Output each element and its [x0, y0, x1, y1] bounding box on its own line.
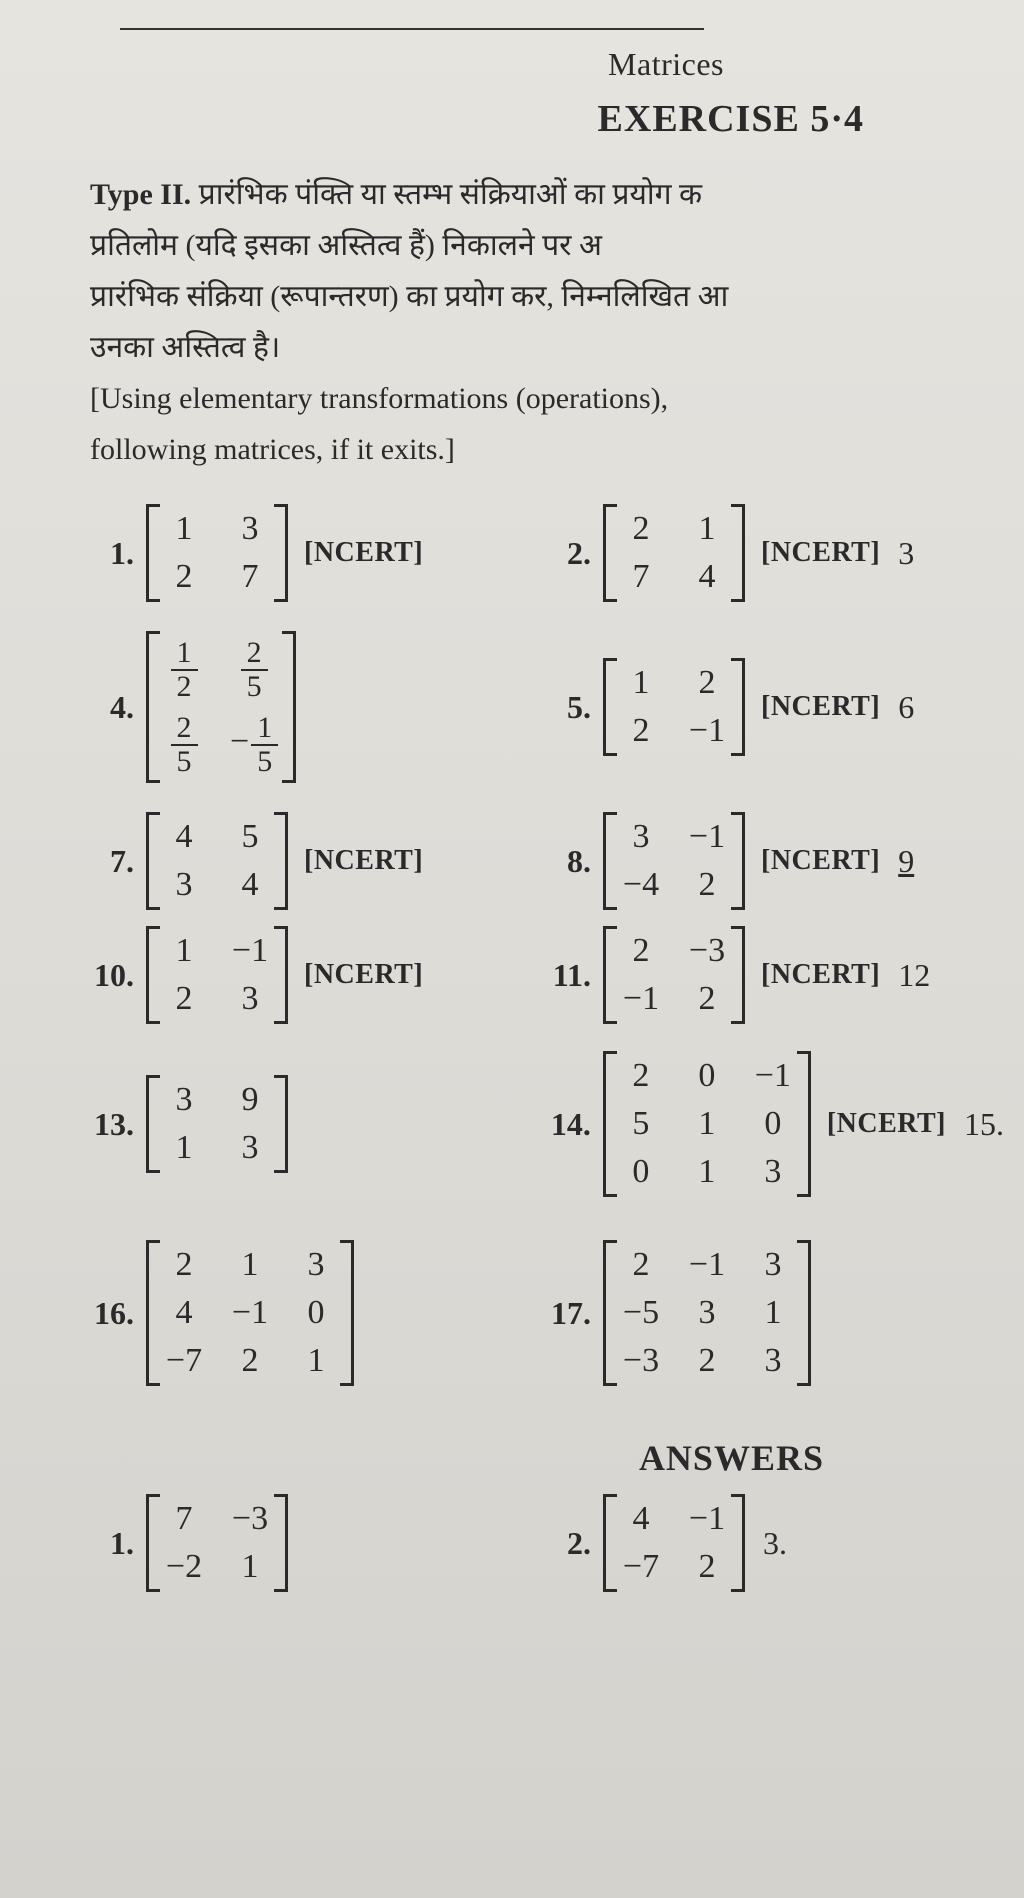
- problem-1: 1. 1327 [NCERT]: [90, 504, 547, 602]
- cutoff-number: 15.: [964, 1106, 1004, 1143]
- answer-number: 1.: [90, 1525, 134, 1562]
- problem-row: 7. 4534 [NCERT] 8. 3−1−42 [NCERT] 9: [90, 811, 1004, 911]
- cutoff-number: 6: [898, 689, 914, 726]
- matrix: 122−1: [603, 658, 745, 756]
- ncert-tag: [NCERT]: [761, 845, 880, 877]
- problem-row: 10. 1−123 [NCERT] 11. 2−3−12 [NCERT] 12: [90, 925, 1004, 1025]
- problem-17: 17. 2−13−531−323: [547, 1240, 1004, 1386]
- matrix: 7−3−21: [146, 1494, 288, 1592]
- problem-number: 5.: [547, 689, 591, 726]
- ncert-tag: [NCERT]: [761, 959, 880, 991]
- problem-number: 16.: [90, 1295, 134, 1332]
- problem-number: 10.: [90, 957, 134, 994]
- answer-1: 1. 7−3−21: [90, 1494, 547, 1592]
- matrix: 2174: [603, 504, 745, 602]
- matrix: 1−123: [146, 926, 288, 1024]
- problem-number: 13.: [90, 1106, 134, 1143]
- cutoff-number: 12: [898, 957, 930, 994]
- matrix: 4534: [146, 812, 288, 910]
- ncert-tag: [NCERT]: [304, 959, 423, 991]
- intro-hindi-2: प्रतिलोम (यदि इसका अस्तित्व हैं) निकालने…: [90, 229, 602, 262]
- problem-10: 10. 1−123 [NCERT]: [90, 926, 547, 1024]
- ncert-tag: [NCERT]: [761, 691, 880, 723]
- problem-number: 14.: [547, 1106, 591, 1143]
- matrix: 20−1510013: [603, 1051, 811, 1197]
- problem-row: 1. 1327 [NCERT] 2. 2174 [NCERT] 3: [90, 503, 1004, 603]
- problem-5: 5. 122−1 [NCERT] 6: [547, 658, 1004, 756]
- matrix: 2−13−531−323: [603, 1240, 811, 1386]
- page: Matrices EXERCISE 5·4 Type II. प्रारंभिक…: [0, 0, 1024, 1898]
- cutoff-number: 9: [898, 843, 914, 880]
- problem-row: 4. 122525−15 5. 122−1 [NCERT] 6: [90, 617, 1004, 797]
- problem-row: 16. 2134−10−721 17. 2−13−531−323: [90, 1223, 1004, 1403]
- exercise-title: EXERCISE 5·4: [90, 97, 864, 141]
- type-label: Type II.: [90, 178, 191, 211]
- ncert-tag: [NCERT]: [304, 845, 423, 877]
- matrix: 3−1−42: [603, 812, 745, 910]
- matrix: 122525−15: [146, 631, 296, 783]
- problem-number: 11.: [547, 957, 591, 994]
- problem-8: 8. 3−1−42 [NCERT] 9: [547, 812, 1004, 910]
- matrix: 3913: [146, 1075, 288, 1173]
- intro-hindi-3: प्रारंभिक संक्रिया (रूपान्तरण) का प्रयोग…: [90, 280, 728, 313]
- problem-11: 11. 2−3−12 [NCERT] 12: [547, 926, 1004, 1024]
- problem-number: 1.: [90, 535, 134, 572]
- chapter-title: Matrices: [90, 46, 724, 83]
- ncert-tag: [NCERT]: [761, 537, 880, 569]
- matrix: 2134−10−721: [146, 1240, 354, 1386]
- intro-block: Type II. प्रारंभिक पंक्ति या स्तम्भ संक्…: [90, 169, 984, 475]
- matrix: 2−3−12: [603, 926, 745, 1024]
- problem-number: 8.: [547, 843, 591, 880]
- ncert-tag: [NCERT]: [827, 1108, 946, 1140]
- intro-eng-2: following matrices, if it exits.]: [90, 433, 455, 466]
- problem-number: 7.: [90, 843, 134, 880]
- problem-2: 2. 2174 [NCERT] 3: [547, 504, 1004, 602]
- problem-7: 7. 4534 [NCERT]: [90, 812, 547, 910]
- matrix: 1327: [146, 504, 288, 602]
- ncert-tag: [NCERT]: [304, 537, 423, 569]
- matrix: 4−1−72: [603, 1494, 745, 1592]
- answer-2: 2. 4−1−72 3.: [547, 1494, 1004, 1592]
- problem-number: 17.: [547, 1295, 591, 1332]
- answer-number: 2.: [547, 1525, 591, 1562]
- problem-13: 13. 3913: [90, 1075, 547, 1173]
- problem-row: 13. 3913 14. 20−1510013 [NCERT] 15.: [90, 1039, 1004, 1209]
- problem-14: 14. 20−1510013 [NCERT] 15.: [547, 1051, 1004, 1197]
- problem-16: 16. 2134−10−721: [90, 1240, 547, 1386]
- intro-hindi-1: प्रारंभिक पंक्ति या स्तम्भ संक्रियाओं का…: [199, 178, 702, 211]
- problem-4: 4. 122525−15: [90, 631, 547, 783]
- answer-row: 1. 7−3−21 2. 4−1−72 3.: [90, 1493, 1004, 1593]
- intro-eng-1: [Using elementary transformations (opera…: [90, 382, 668, 415]
- problem-number: 2.: [547, 535, 591, 572]
- answers-heading: ANSWERS: [90, 1437, 824, 1479]
- cutoff-number: 3.: [763, 1525, 787, 1562]
- problem-number: 4.: [90, 689, 134, 726]
- intro-hindi-4: उनका अस्तित्व है।: [90, 331, 280, 364]
- cutoff-number: 3: [898, 535, 914, 572]
